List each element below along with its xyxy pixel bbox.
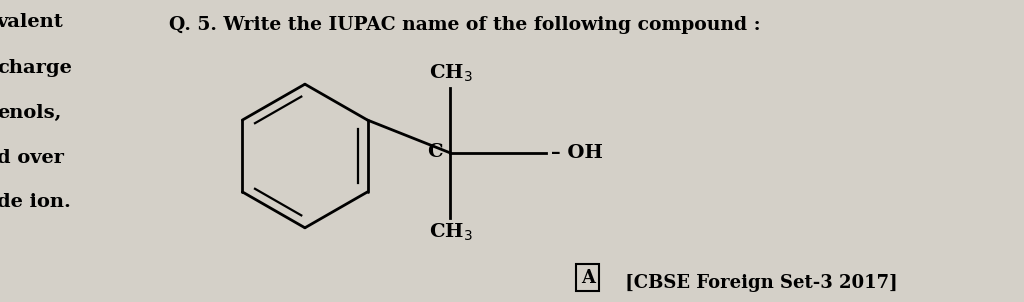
Text: CH$_3$: CH$_3$ xyxy=(429,63,472,84)
Text: charge: charge xyxy=(0,59,72,77)
Text: enols,: enols, xyxy=(0,104,61,122)
Text: C: C xyxy=(427,143,442,161)
Text: de ion.: de ion. xyxy=(0,193,71,211)
Text: valent: valent xyxy=(0,13,63,31)
Text: Q. 5. Write the IUPAC name of the following compound :: Q. 5. Write the IUPAC name of the follow… xyxy=(169,16,761,34)
Text: – OH: – OH xyxy=(551,144,603,162)
Text: [CBSE Foreign Set-3 2017]: [CBSE Foreign Set-3 2017] xyxy=(620,274,898,292)
Text: d over: d over xyxy=(0,149,63,167)
Text: A: A xyxy=(581,269,595,287)
Text: CH$_3$: CH$_3$ xyxy=(429,222,472,243)
